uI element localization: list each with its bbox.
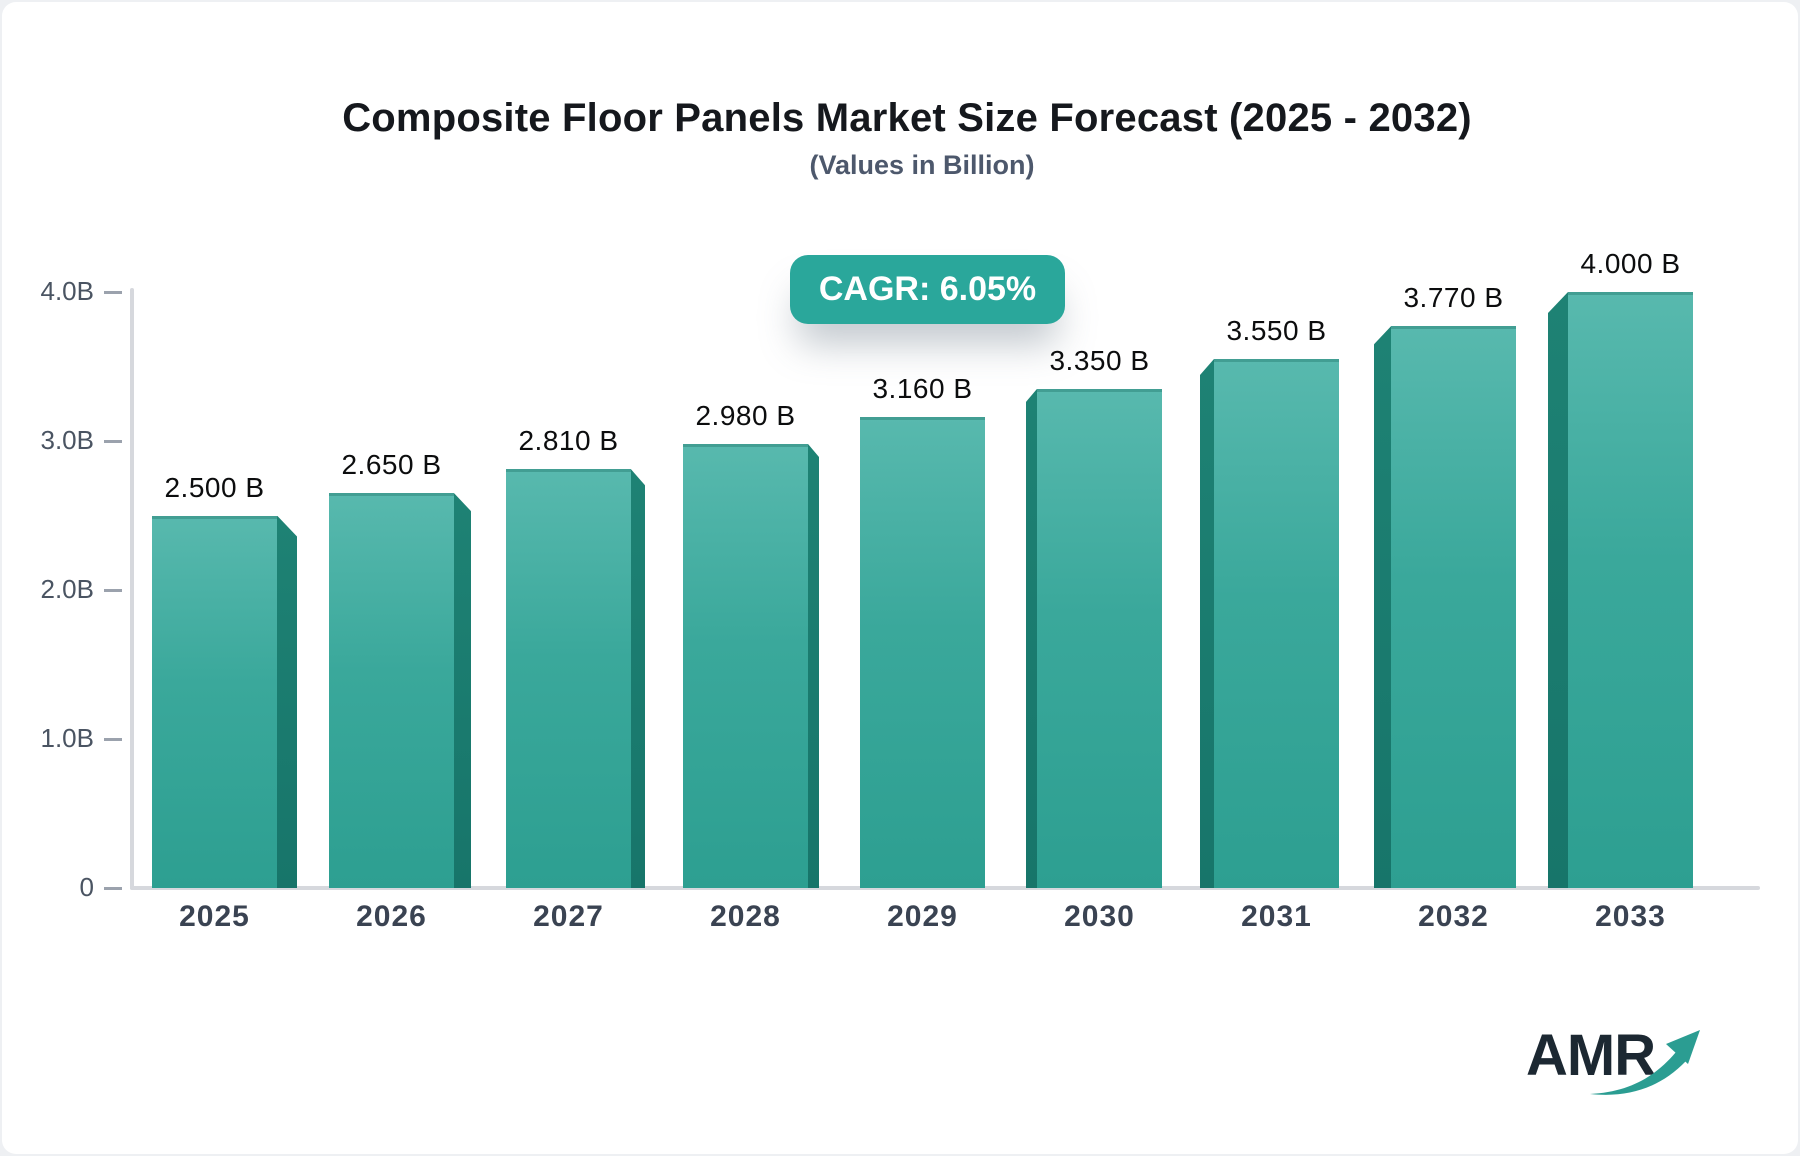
bar-face xyxy=(1391,326,1516,888)
bar xyxy=(1374,326,1516,888)
bar-side xyxy=(631,469,645,888)
bar xyxy=(152,515,297,888)
x-axis-line xyxy=(130,886,1760,890)
y-tick-dash xyxy=(104,887,122,890)
bar-value-label: 2.650 B xyxy=(341,449,442,481)
amr-logo-text: AMR xyxy=(1526,1023,1656,1088)
bar-value-label: 3.550 B xyxy=(1226,315,1327,347)
x-tick-label: 2032 xyxy=(1418,900,1489,933)
bar xyxy=(860,417,985,888)
bar-value-label: 2.500 B xyxy=(164,471,265,503)
chart-subtitle: (Values in Billion) xyxy=(809,150,1035,180)
y-tick-label: 0 xyxy=(79,872,94,902)
bar-face xyxy=(1214,359,1339,888)
bar-face xyxy=(1568,292,1693,888)
y-tick-dash xyxy=(104,440,122,443)
x-tick-label: 2025 xyxy=(179,900,250,933)
bar-side xyxy=(808,443,819,888)
cagr-badge: CAGR: 6.05% xyxy=(790,255,1065,324)
bar-side xyxy=(1200,359,1214,888)
y-tick-dash xyxy=(104,589,122,592)
bar-side xyxy=(454,493,471,888)
bar xyxy=(1026,388,1162,888)
chart-title: Composite Floor Panels Market Size Forec… xyxy=(342,96,1472,140)
bar-value-label: 3.160 B xyxy=(872,373,973,405)
bar-face xyxy=(152,515,277,888)
x-tick-label: 2026 xyxy=(356,900,427,933)
bar-side xyxy=(1026,388,1037,888)
y-tick-label: 2.0B xyxy=(40,574,95,604)
bar-side xyxy=(1548,292,1568,888)
y-tick-label: 4.0B xyxy=(40,276,95,306)
bar-face xyxy=(860,417,985,888)
bar-side xyxy=(1374,326,1391,888)
y-tick-label: 1.0B xyxy=(40,723,95,753)
y-tick-dash xyxy=(104,738,122,741)
bar-value-label: 2.810 B xyxy=(518,425,619,457)
bar-face xyxy=(683,443,808,888)
bar-value-label: 3.770 B xyxy=(1403,282,1504,314)
bar xyxy=(506,469,645,888)
bar xyxy=(329,493,471,888)
cagr-badge-label: CAGR: 6.05% xyxy=(818,270,1037,308)
bar-face xyxy=(1037,388,1162,888)
bar-value-label: 2.980 B xyxy=(695,399,796,431)
x-tick-label: 2033 xyxy=(1595,900,1666,933)
x-tick-label: 2029 xyxy=(887,900,958,933)
x-tick-label: 2028 xyxy=(710,900,781,933)
bar-value-label: 4.000 B xyxy=(1580,248,1681,279)
bar-face xyxy=(506,469,631,888)
x-tick-label: 2031 xyxy=(1241,900,1312,933)
bar xyxy=(1200,359,1339,888)
y-tick-label: 3.0B xyxy=(40,425,95,455)
bar-face xyxy=(329,493,454,888)
x-tick-label: 2027 xyxy=(533,900,604,933)
amr-logo: AMR xyxy=(1526,1014,1726,1114)
bar xyxy=(1548,292,1693,888)
y-axis-line xyxy=(130,288,134,890)
y-tick-dash xyxy=(104,291,122,294)
bar-side xyxy=(277,515,297,888)
x-tick-label: 2030 xyxy=(1064,900,1135,933)
growth-arrow-icon xyxy=(1590,1030,1700,1095)
bar xyxy=(683,443,819,888)
bar-value-label: 3.350 B xyxy=(1049,344,1150,376)
